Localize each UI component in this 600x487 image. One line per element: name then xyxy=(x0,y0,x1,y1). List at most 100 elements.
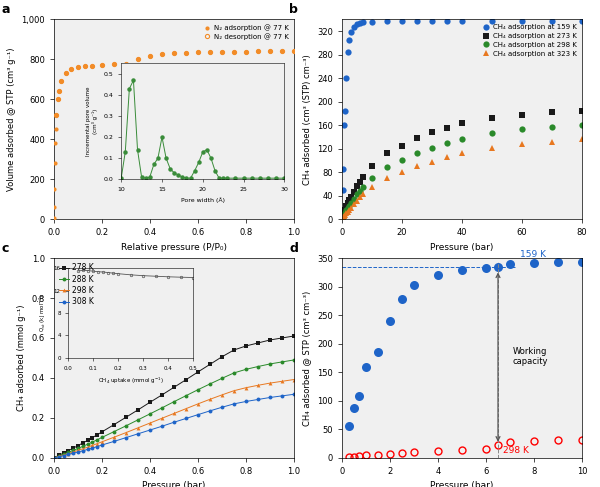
298 K xyxy=(194,401,202,407)
CH₄ adsorption at 298 K xyxy=(428,145,436,150)
CH₄ adsorption at 298 K xyxy=(340,213,347,219)
298 K xyxy=(134,425,142,431)
CH₄ adsorption at 159 K xyxy=(488,18,496,23)
CH₄ adsorption at 323 K xyxy=(413,163,421,169)
CH₄ adsorption at 159 K xyxy=(548,18,556,23)
N₂ desorption @ 77 K xyxy=(182,50,190,56)
CH₄ adsorption at 323 K xyxy=(347,205,355,211)
Y-axis label: CH₄ adsorbed (mmol g⁻¹): CH₄ adsorbed (mmol g⁻¹) xyxy=(17,305,26,411)
288 K xyxy=(110,429,118,434)
N₂ adsorption @ 77 K xyxy=(122,61,130,67)
CH₄ adsorption at 273 K xyxy=(428,130,436,135)
308 K xyxy=(170,419,178,425)
278 K xyxy=(266,337,274,343)
CH₄ adsorption at 323 K xyxy=(428,159,436,165)
N₂ adsorption @ 77 K xyxy=(50,215,58,221)
278 K xyxy=(74,443,82,449)
308 K xyxy=(65,451,72,457)
CH₄ adsorption at 159 K xyxy=(413,18,421,23)
CH₄ adsorption at 273 K xyxy=(518,112,526,117)
308 K xyxy=(84,447,91,452)
278 K xyxy=(230,347,238,353)
Text: d: d xyxy=(289,242,298,255)
308 K xyxy=(70,450,77,456)
CH₄ adsorption at 323 K xyxy=(339,215,346,221)
Legend: CH₄ adsorption at 159 K, CH₄ adsorption at 273 K, CH₄ adsorption at 298 K, CH₄ a: CH₄ adsorption at 159 K, CH₄ adsorption … xyxy=(481,23,578,58)
CH₄ adsorption at 298 K xyxy=(518,126,526,132)
CH₄ adsorption at 159 K xyxy=(359,19,367,25)
288 K xyxy=(55,453,62,459)
298 K xyxy=(290,376,298,382)
N₂ desorption @ 77 K xyxy=(290,48,298,54)
CH₄ adsorption at 298 K xyxy=(548,124,556,130)
288 K xyxy=(254,364,262,370)
Text: Working
capacity: Working capacity xyxy=(512,347,548,366)
N₂ desorption @ 77 K xyxy=(58,78,65,84)
298 K xyxy=(122,430,130,435)
298 K xyxy=(242,385,250,391)
288 K xyxy=(278,359,286,365)
N₂ adsorption @ 77 K xyxy=(290,48,298,54)
N₂ adsorption @ 77 K xyxy=(194,50,202,56)
N₂ desorption @ 77 K xyxy=(278,48,286,54)
CH₄ adsorption at 159 K xyxy=(341,122,348,128)
CH₄ adsorption at 273 K xyxy=(344,200,352,206)
CH₄ adsorption at 159 K xyxy=(350,23,358,29)
288 K xyxy=(60,451,67,457)
N₂ adsorption @ 77 K xyxy=(58,78,65,84)
308 K xyxy=(79,448,86,454)
288 K xyxy=(122,423,130,429)
CH₄ adsorption at 159 K xyxy=(341,108,349,113)
308 K xyxy=(89,445,96,451)
CH₄ adsorption at 273 K xyxy=(488,115,496,121)
N₂ adsorption @ 77 K xyxy=(54,96,61,102)
308 K xyxy=(266,394,274,400)
278 K xyxy=(278,335,286,341)
CH₄ adsorption at 298 K xyxy=(341,211,348,217)
CH₄ adsorption at 159 K xyxy=(346,37,353,43)
Text: 159 K: 159 K xyxy=(520,250,545,259)
308 K xyxy=(194,412,202,417)
Line: 298 K: 298 K xyxy=(52,377,296,460)
Line: CH₄ adsorption at 298 K: CH₄ adsorption at 298 K xyxy=(340,122,585,221)
Y-axis label: Volume adsorbed @ STP (cm³ g⁻¹): Volume adsorbed @ STP (cm³ g⁻¹) xyxy=(7,48,16,191)
288 K xyxy=(134,417,142,423)
288 K xyxy=(70,448,77,453)
278 K xyxy=(50,455,58,461)
CH₄ adsorption at 323 K xyxy=(343,210,350,216)
N₂ desorption @ 77 K xyxy=(98,62,106,68)
CH₄ adsorption at 323 K xyxy=(443,154,451,160)
N₂ desorption @ 77 K xyxy=(134,56,142,62)
298 K xyxy=(94,441,101,447)
288 K xyxy=(158,405,166,411)
CH₄ adsorption at 273 K xyxy=(443,125,451,131)
N₂ desorption @ 77 K xyxy=(242,49,250,55)
278 K xyxy=(122,414,130,420)
288 K xyxy=(89,439,96,445)
CH₄ adsorption at 273 K xyxy=(346,197,353,203)
N₂ desorption @ 77 K xyxy=(54,96,61,102)
CH₄ adsorption at 273 K xyxy=(347,194,355,200)
278 K xyxy=(110,422,118,428)
288 K xyxy=(170,399,178,405)
N₂ desorption @ 77 K xyxy=(122,61,130,67)
CH₄ adsorption at 323 K xyxy=(356,194,364,200)
N₂ desorption @ 77 K xyxy=(254,49,262,55)
298 K xyxy=(170,411,178,416)
298 K xyxy=(84,444,91,450)
N₂ adsorption @ 77 K xyxy=(51,186,58,192)
CH₄ adsorption at 323 K xyxy=(353,198,361,204)
CH₄ adsorption at 273 K xyxy=(368,163,376,169)
N₂ adsorption @ 77 K xyxy=(266,48,274,54)
CH₄ adsorption at 159 K xyxy=(353,21,361,27)
298 K xyxy=(182,406,190,412)
CH₄ adsorption at 159 K xyxy=(518,18,526,23)
308 K xyxy=(122,435,130,441)
Legend: 278 K, 288 K, 298 K, 308 K: 278 K, 288 K, 298 K, 308 K xyxy=(58,262,95,308)
308 K xyxy=(290,392,298,397)
N₂ adsorption @ 77 K xyxy=(206,49,214,55)
308 K xyxy=(110,438,118,444)
CH₄ adsorption at 159 K xyxy=(578,18,586,23)
CH₄ adsorption at 273 K xyxy=(339,213,346,219)
N₂ desorption @ 77 K xyxy=(158,52,166,57)
